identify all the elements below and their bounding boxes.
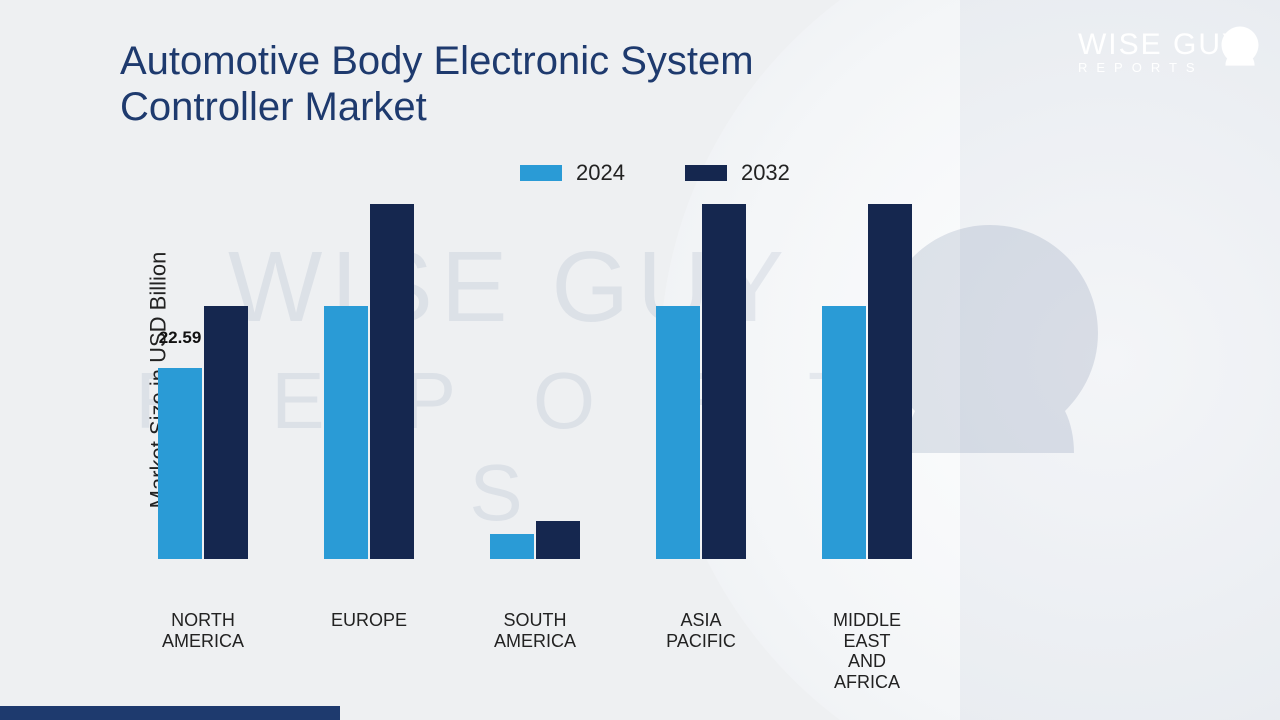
brand-head-icon bbox=[1212, 22, 1268, 78]
bar bbox=[822, 306, 866, 559]
bar-group bbox=[636, 180, 766, 559]
bar-value-label: 22.59 bbox=[159, 328, 202, 348]
bar bbox=[656, 306, 700, 559]
bar bbox=[868, 204, 912, 559]
bar bbox=[204, 306, 248, 559]
bar bbox=[370, 204, 414, 559]
bar bbox=[324, 306, 368, 559]
x-axis-label: EUROPE bbox=[294, 610, 444, 631]
x-axis-label: MIDDLEEASTANDAFRICA bbox=[792, 610, 942, 693]
bar bbox=[702, 204, 746, 559]
bottom-accent-bar bbox=[0, 706, 340, 720]
x-axis-label: SOUTHAMERICA bbox=[460, 610, 610, 651]
plot-area: 22.59 bbox=[130, 180, 940, 560]
x-axis-label: ASIAPACIFIC bbox=[626, 610, 776, 651]
bar bbox=[536, 521, 580, 559]
bar-group bbox=[470, 180, 600, 559]
bar-group bbox=[138, 180, 268, 559]
chart: Market Size in USD Billion 2024 2032 22.… bbox=[100, 160, 940, 600]
chart-title: Automotive Body Electronic System Contro… bbox=[120, 38, 900, 130]
x-axis-label: NORTHAMERICA bbox=[128, 610, 278, 651]
legend-swatch-2024 bbox=[520, 165, 562, 181]
bar bbox=[490, 534, 534, 559]
bar bbox=[158, 368, 202, 559]
legend-swatch-2032 bbox=[685, 165, 727, 181]
bar-group bbox=[802, 180, 932, 559]
bar-group bbox=[304, 180, 434, 559]
